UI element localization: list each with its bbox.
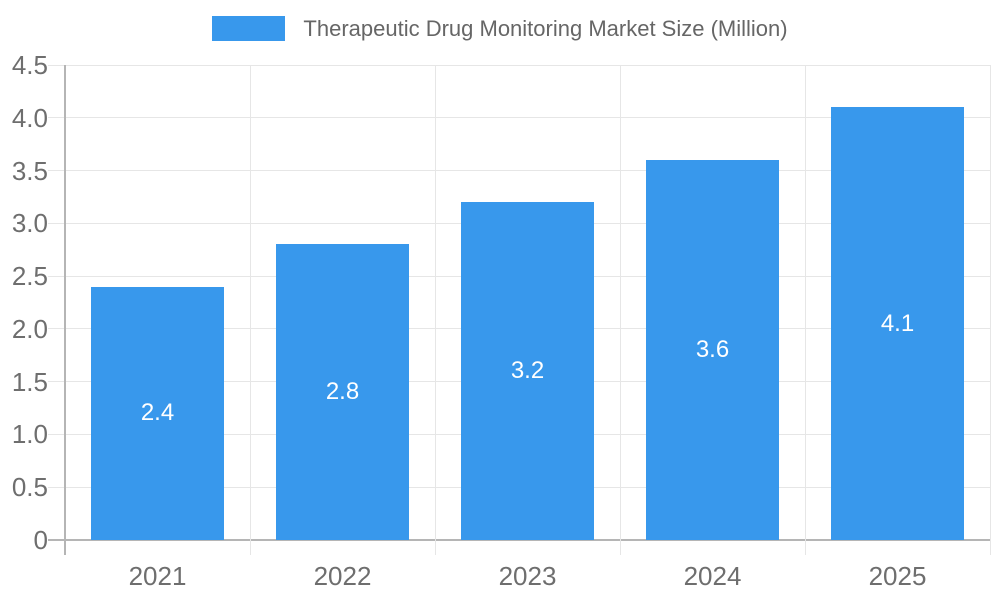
y-axis-tick <box>48 64 65 66</box>
y-axis-tick-label: 4.5 <box>11 50 48 80</box>
x-axis-tick-label: 2022 <box>313 561 372 591</box>
bar[interactable] <box>831 107 964 540</box>
y-axis-tick <box>48 328 65 330</box>
legend-swatch-icon <box>212 16 286 41</box>
v-gridline <box>249 65 251 540</box>
y-axis-tick-label: 0.5 <box>11 472 48 503</box>
y-axis-tick-label: 1.0 <box>11 419 48 450</box>
y-axis-tick <box>48 117 65 119</box>
y-axis-tick-label: 3.0 <box>11 208 48 239</box>
bar-value-label: 3.6 <box>695 336 730 363</box>
y-axis-tick-label: 2.0 <box>11 313 48 344</box>
v-gridline <box>804 65 806 540</box>
bar-value-label: 2.4 <box>140 399 175 427</box>
y-axis-tick <box>48 539 65 541</box>
x-axis-line <box>65 539 990 541</box>
bar[interactable] <box>91 286 224 540</box>
y-axis-tick-label: 2.5 <box>11 261 48 292</box>
x-axis-tick <box>989 540 991 555</box>
y-axis-tick-label: 4.0 <box>11 102 48 133</box>
x-axis-tick <box>249 540 251 555</box>
y-axis-tick <box>48 222 65 224</box>
h-gridline <box>65 117 990 119</box>
x-axis-tick-label: 2023 <box>498 561 557 591</box>
y-axis-tick <box>48 275 65 277</box>
legend-label: Therapeutic Drug Monitoring Market Size … <box>303 16 788 41</box>
y-axis-tick-label: 1.5 <box>11 366 48 397</box>
bar[interactable] <box>461 202 594 540</box>
h-gridline <box>65 170 990 172</box>
x-axis-tick <box>619 540 621 555</box>
h-gridline <box>65 64 990 66</box>
y-axis-tick <box>48 486 65 488</box>
bar-value-label: 2.8 <box>325 378 360 406</box>
y-axis-line <box>64 65 66 555</box>
chart-legend[interactable]: Therapeutic Drug Monitoring Market Size … <box>0 16 1000 41</box>
y-axis-tick <box>48 381 65 383</box>
y-axis-tick-label: 0 <box>33 525 48 555</box>
x-axis-tick <box>804 540 806 555</box>
y-axis-tick <box>48 170 65 172</box>
y-axis-tick <box>48 433 65 435</box>
x-axis-tick <box>434 540 436 555</box>
v-gridline <box>434 65 436 540</box>
bar[interactable] <box>276 244 409 540</box>
bar[interactable] <box>646 160 779 540</box>
bar-value-label: 4.1 <box>880 309 915 337</box>
x-axis-tick-label: 2025 <box>868 561 927 591</box>
v-gridline <box>619 65 621 540</box>
v-gridline <box>989 65 991 540</box>
x-axis-tick-label: 2021 <box>128 561 187 591</box>
bar-value-label: 3.2 <box>510 357 545 385</box>
y-axis-tick-label: 3.5 <box>11 155 48 186</box>
x-axis-tick-label: 2024 <box>683 561 742 591</box>
